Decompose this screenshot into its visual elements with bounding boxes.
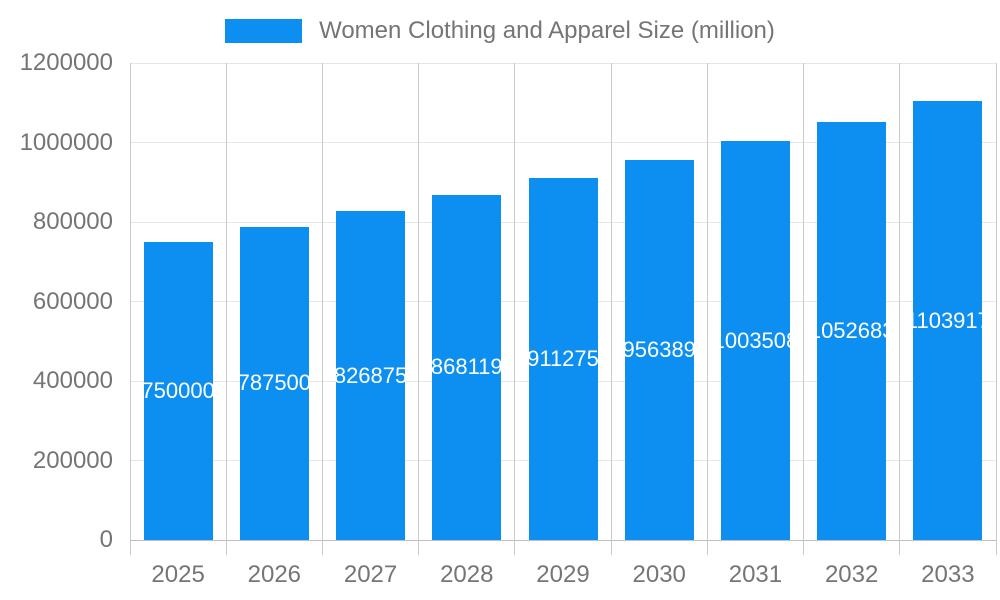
x-gridline: [610, 63, 612, 555]
x-gridline: [514, 63, 516, 555]
x-tick-label: 2028: [440, 561, 494, 588]
x-gridline: [225, 63, 227, 555]
y-gridline: [130, 62, 996, 64]
y-tick-label: 1000000: [19, 128, 113, 156]
x-gridline: [129, 63, 131, 555]
x-gridline: [321, 63, 323, 555]
bar-value-label: 1103917: [913, 307, 982, 333]
y-tick-label: 0: [99, 526, 113, 553]
y-tick-label: 800000: [32, 208, 113, 235]
bar-2033[interactable]: 1103917: [913, 101, 983, 540]
x-gridline: [899, 63, 901, 555]
y-tick-label: 200000: [32, 446, 113, 474]
legend-color-swatch: [225, 19, 303, 43]
x-tick-label: 2025: [151, 561, 205, 588]
x-tick-label: 2033: [921, 561, 975, 588]
bar-2030[interactable]: 956389: [624, 159, 694, 540]
y-tick-label: 600000: [32, 287, 113, 315]
bar-value-label: 1003508: [721, 327, 790, 353]
bar-2026[interactable]: 787500: [239, 226, 309, 540]
bar-2029[interactable]: 911275: [528, 177, 598, 540]
bar-value-label: 911275: [528, 345, 598, 371]
bar-value-label: 787500: [239, 370, 309, 396]
bar-2025[interactable]: 750000: [143, 241, 213, 540]
x-tick-label: 2026: [247, 561, 302, 588]
x-tick-label: 2029: [536, 561, 590, 588]
y-gridline: [130, 142, 996, 143]
legend-item[interactable]: Women Clothing and Apparel Size (million…: [225, 17, 775, 45]
legend: Women Clothing and Apparel Size (million…: [0, 16, 1000, 46]
x-gridline: [995, 63, 997, 555]
bar-value-label: 956389: [624, 336, 694, 362]
y-tick-label: 1200000: [19, 49, 113, 76]
bar-2028[interactable]: 868119: [432, 194, 502, 540]
y-tick-label: 400000: [32, 367, 113, 394]
bar-2032[interactable]: 1052683: [817, 121, 887, 540]
x-gridline: [418, 63, 420, 555]
x-gridline: [706, 63, 708, 555]
y-gridline: [130, 539, 996, 541]
bar-value-label: 868119: [432, 354, 502, 380]
bar-value-label: 750000: [143, 377, 213, 403]
bar-value-label: 826875: [336, 362, 406, 388]
legend-label: Women Clothing and Apparel Size (million…: [319, 17, 775, 44]
x-tick-label: 2030: [632, 561, 686, 588]
x-gridline: [803, 63, 805, 555]
bar-value-label: 1052683: [817, 317, 886, 343]
bar-2027[interactable]: 826875: [336, 211, 406, 540]
x-tick-label: 2032: [824, 561, 879, 588]
x-tick-label: 2027: [343, 561, 398, 588]
x-tick-label: 2031: [728, 561, 783, 588]
bar-2031[interactable]: 1003508: [720, 141, 790, 540]
